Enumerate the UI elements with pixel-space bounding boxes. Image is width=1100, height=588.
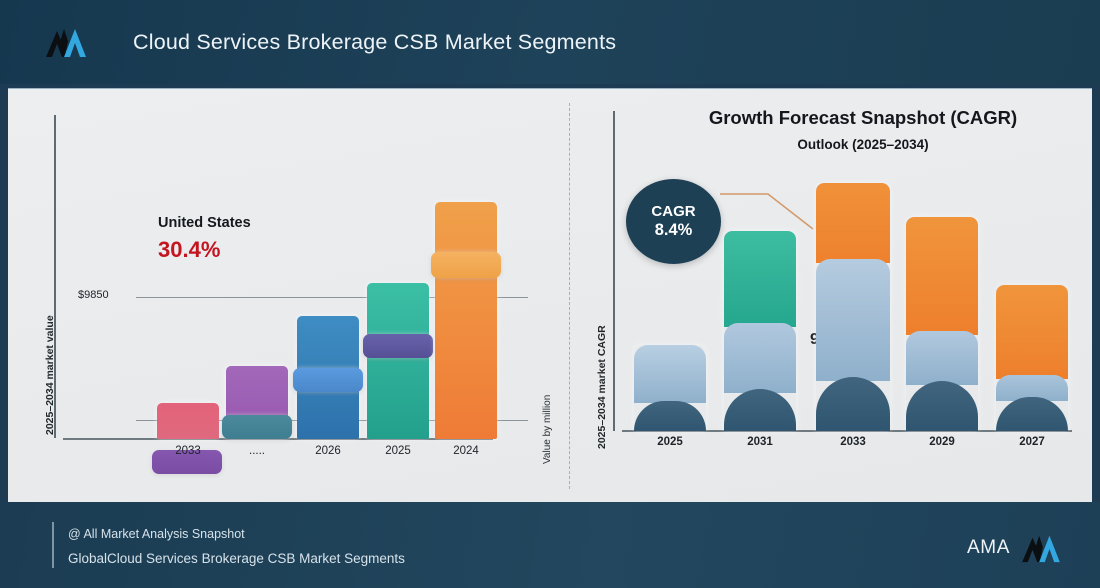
bar-cap-2024 xyxy=(431,252,501,278)
page-footer: @ All Market Analysis Snapshot GlobalClo… xyxy=(0,502,1100,588)
stack-2029-seg-top xyxy=(906,217,978,335)
stack-2025-seg-mid xyxy=(634,345,706,403)
x-label-2033: 2033 xyxy=(175,445,201,457)
x-label-2026: 2026 xyxy=(315,445,341,457)
stack-2031-seg-mid xyxy=(724,323,796,393)
stack-2031-seg-base xyxy=(724,389,796,431)
stack-2029-seg-base xyxy=(906,381,978,431)
left-y-axis-line xyxy=(54,115,56,438)
footer-report-text: GlobalCloud Services Brokerage CSB Marke… xyxy=(68,551,405,566)
charts-panel: 2025–2034 market value Value by million … xyxy=(8,88,1092,527)
right-stacked-chart: Growth Forecast Snapshot (CAGR) Outlook … xyxy=(578,89,1092,503)
page-header: Cloud Services Brokerage CSB Market Segm… xyxy=(0,0,1100,84)
x-label-2025: 2025 xyxy=(385,445,411,457)
stack-2033-seg-top xyxy=(816,183,890,263)
page-title: Cloud Services Brokerage CSB Market Segm… xyxy=(133,29,617,54)
right-chart-title: Growth Forecast Snapshot (CAGR) xyxy=(708,107,1018,128)
stack-2033 xyxy=(816,183,890,431)
stack-2027-seg-mid xyxy=(996,375,1068,401)
bar-cap-2025 xyxy=(363,334,433,358)
x-label-2029: 2029 xyxy=(929,436,955,448)
bar-2033 xyxy=(157,403,219,439)
bar-cap-2033 xyxy=(152,450,222,474)
cagr-bubble-value: 8.4% xyxy=(654,220,693,239)
x-label-2031: 2031 xyxy=(747,436,773,448)
stack-2027-seg-top xyxy=(996,285,1068,379)
x-label-2027: 2027 xyxy=(1019,436,1045,448)
x-label-dots: ..... xyxy=(249,445,265,457)
stack-2025 xyxy=(634,345,706,431)
footer-source-text: @ All Market Analysis Snapshot xyxy=(68,527,245,541)
callout-region-label: United States xyxy=(158,215,251,231)
x-label-2025: 2025 xyxy=(657,436,683,448)
value-by-million-axis-title: Value by million xyxy=(542,394,553,464)
right-y-axis-line xyxy=(613,111,615,431)
left-bar-chart: 2025–2034 market value Value by million … xyxy=(8,89,553,527)
ama-mountain-logo-icon xyxy=(1022,535,1060,563)
stack-2029-seg-mid xyxy=(906,331,978,385)
stack-2025-seg-base xyxy=(634,401,706,431)
panel-divider xyxy=(569,103,570,489)
bar-2024 xyxy=(435,202,497,439)
stack-2033-seg-base xyxy=(816,377,890,431)
x-label-2024: 2024 xyxy=(453,445,479,457)
y-tick-label-upper: $9850 xyxy=(78,289,109,301)
stack-2027 xyxy=(996,285,1068,431)
x-label-2033: 2033 xyxy=(840,436,866,448)
footer-accent-rule xyxy=(52,522,54,568)
footer-brand: AMA xyxy=(967,532,1062,564)
bar-2025 xyxy=(367,283,429,439)
stack-2031-seg-top xyxy=(724,231,796,327)
bar-cap-dots xyxy=(222,415,292,439)
bar-cap-2026 xyxy=(293,368,363,392)
callout-value: 30.4% xyxy=(158,237,221,262)
right-y-axis-title: 2025–2034 market CAGR xyxy=(596,325,608,449)
stack-2031 xyxy=(724,231,796,431)
right-chart-subtitle: Outlook (2025–2034) xyxy=(797,137,929,152)
cagr-bubble-label: CAGR xyxy=(651,202,696,220)
stack-2033-seg-mid xyxy=(816,259,890,381)
stack-2029 xyxy=(906,217,978,431)
cagr-bubble: CAGR 8.4% xyxy=(626,179,721,264)
stack-2027-seg-base xyxy=(996,397,1068,431)
footer-brand-text: AMA xyxy=(967,537,1010,558)
gridline-upper xyxy=(136,297,528,298)
ama-mountain-logo-icon xyxy=(46,29,86,57)
